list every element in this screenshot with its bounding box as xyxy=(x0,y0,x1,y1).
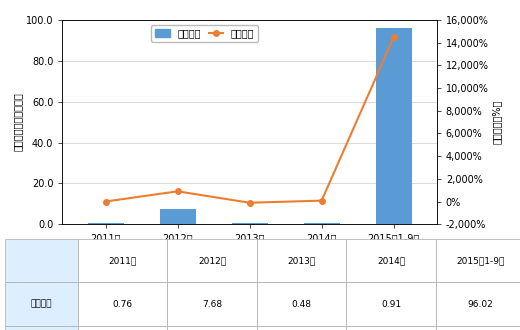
Text: 进口金额: 进口金额 xyxy=(31,300,53,309)
FancyBboxPatch shape xyxy=(346,239,436,282)
Bar xyxy=(160,209,196,224)
Text: 2011年: 2011年 xyxy=(109,256,137,265)
FancyBboxPatch shape xyxy=(436,239,520,282)
FancyBboxPatch shape xyxy=(167,239,257,282)
FancyBboxPatch shape xyxy=(257,282,346,326)
FancyBboxPatch shape xyxy=(346,282,436,326)
Text: 2015年1-9月: 2015年1-9月 xyxy=(456,256,505,265)
FancyBboxPatch shape xyxy=(5,326,78,330)
Text: 7.68: 7.68 xyxy=(202,300,222,309)
Text: 0.48: 0.48 xyxy=(292,300,311,309)
FancyBboxPatch shape xyxy=(5,239,78,282)
FancyBboxPatch shape xyxy=(436,282,520,326)
Legend: 进口金额, 同比增长: 进口金额, 同比增长 xyxy=(151,25,258,43)
FancyBboxPatch shape xyxy=(436,326,520,330)
FancyBboxPatch shape xyxy=(167,282,257,326)
Text: 2013年: 2013年 xyxy=(288,256,316,265)
Y-axis label: 进口金额（百万美元）: 进口金额（百万美元） xyxy=(13,93,23,151)
Y-axis label: 同比增速（%）: 同比增速（%） xyxy=(491,100,502,144)
FancyBboxPatch shape xyxy=(346,326,436,330)
FancyBboxPatch shape xyxy=(257,239,346,282)
FancyBboxPatch shape xyxy=(167,326,257,330)
Text: 2014年: 2014年 xyxy=(377,256,405,265)
Bar xyxy=(231,223,268,224)
FancyBboxPatch shape xyxy=(78,239,167,282)
Bar xyxy=(375,28,412,224)
FancyBboxPatch shape xyxy=(257,326,346,330)
Text: 0.76: 0.76 xyxy=(113,300,133,309)
FancyBboxPatch shape xyxy=(5,282,78,326)
Bar xyxy=(87,223,124,224)
Bar xyxy=(304,222,340,224)
FancyBboxPatch shape xyxy=(78,282,167,326)
Text: 0.91: 0.91 xyxy=(381,300,401,309)
Text: 2012年: 2012年 xyxy=(198,256,226,265)
Text: 96.02: 96.02 xyxy=(467,300,493,309)
FancyBboxPatch shape xyxy=(78,326,167,330)
